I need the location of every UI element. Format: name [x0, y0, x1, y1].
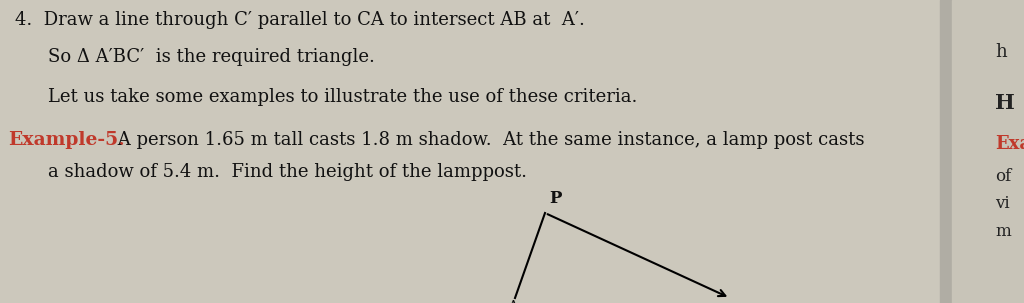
Text: H: H [995, 93, 1015, 113]
Text: 4.  Draw a line through C′ parallel to CA to intersect AB at  A′.: 4. Draw a line through C′ parallel to CA… [15, 11, 585, 29]
Bar [940, 0, 952, 303]
Text: m: m [995, 223, 1011, 240]
Text: Example-5.: Example-5. [8, 131, 125, 149]
Text: So Δ A′BC′  is the required triangle.: So Δ A′BC′ is the required triangle. [48, 48, 375, 66]
Text: of: of [995, 168, 1012, 185]
Text: P: P [549, 190, 561, 207]
Text: Examp: Examp [995, 135, 1024, 153]
Text: h: h [995, 43, 1007, 61]
Text: A person 1.65 m tall casts 1.8 m shadow.  At the same instance, a lamp post cast: A person 1.65 m tall casts 1.8 m shadow.… [112, 131, 864, 149]
Text: A: A [508, 300, 518, 303]
Text: vi: vi [995, 195, 1010, 212]
Text: Let us take some examples to illustrate the use of these criteria.: Let us take some examples to illustrate … [48, 88, 637, 106]
Text: a shadow of 5.4 m.  Find the height of the lamppost.: a shadow of 5.4 m. Find the height of th… [48, 163, 527, 181]
